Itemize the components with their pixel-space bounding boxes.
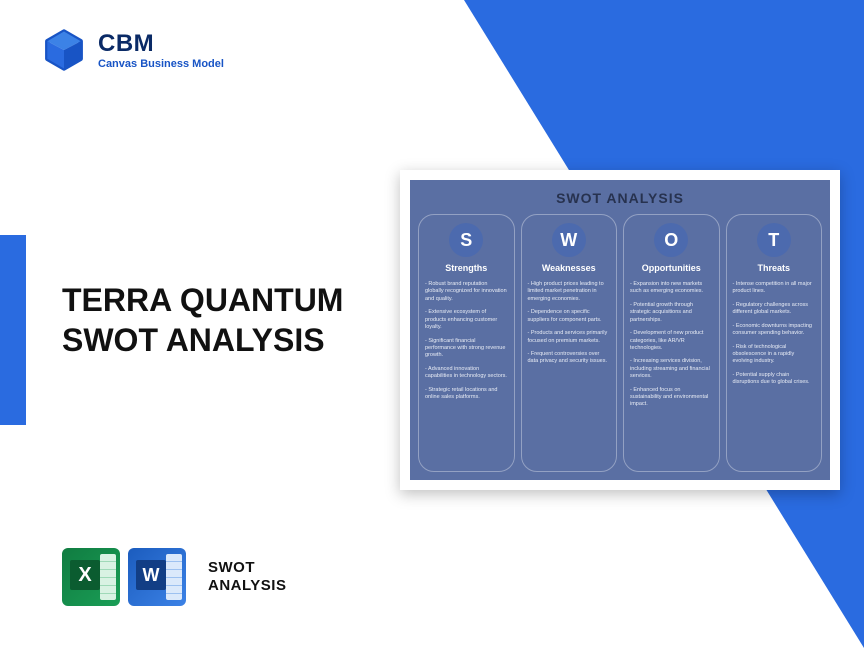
swot-letter-w: W <box>552 223 586 257</box>
word-icon <box>128 548 186 606</box>
swot-col-strengths: S Strengths - Robust brand reputation gl… <box>418 214 515 472</box>
swot-letter-t: T <box>757 223 791 257</box>
brand-logo: CBM Canvas Business Model <box>42 28 224 72</box>
swot-label: SWOT ANALYSIS <box>208 559 286 595</box>
swot-diagram-inner: SWOT ANALYSIS S Strengths - Robust brand… <box>410 180 830 480</box>
cbm-logo-icon <box>42 28 86 72</box>
swot-letter-s: S <box>449 223 483 257</box>
swot-label-line1: SWOT <box>208 559 286 577</box>
swot-items-threats: - Intense competition in all major produ… <box>733 281 816 393</box>
swot-heading-threats: Threats <box>757 263 790 273</box>
swot-diagram-title: SWOT ANALYSIS <box>418 190 822 206</box>
excel-icon <box>62 548 120 606</box>
swot-col-weaknesses: W Weaknesses - High product prices leadi… <box>521 214 618 472</box>
swot-col-opportunities: O Opportunities - Expansion into new mar… <box>623 214 720 472</box>
logo-title: CBM <box>98 30 224 58</box>
file-format-group: SWOT ANALYSIS <box>62 548 286 606</box>
swot-items-strengths: - Robust brand reputation globally recog… <box>425 281 508 407</box>
page-title: TERRA QUANTUM SWOT ANALYSIS <box>62 280 432 360</box>
swot-columns: S Strengths - Robust brand reputation gl… <box>418 214 822 472</box>
swot-items-weaknesses: - High product prices leading to limited… <box>528 281 611 372</box>
swot-letter-o: O <box>654 223 688 257</box>
swot-items-opportunities: - Expansion into new markets such as eme… <box>630 281 713 415</box>
swot-label-line2: ANALYSIS <box>208 577 286 595</box>
swot-heading-weaknesses: Weaknesses <box>542 263 596 273</box>
swot-col-threats: T Threats - Intense competition in all m… <box>726 214 823 472</box>
logo-subtitle: Canvas Business Model <box>98 58 224 70</box>
swot-heading-opportunities: Opportunities <box>642 263 701 273</box>
swot-diagram-card: SWOT ANALYSIS S Strengths - Robust brand… <box>400 170 840 490</box>
swot-heading-strengths: Strengths <box>445 263 487 273</box>
left-accent-bar <box>0 235 26 425</box>
